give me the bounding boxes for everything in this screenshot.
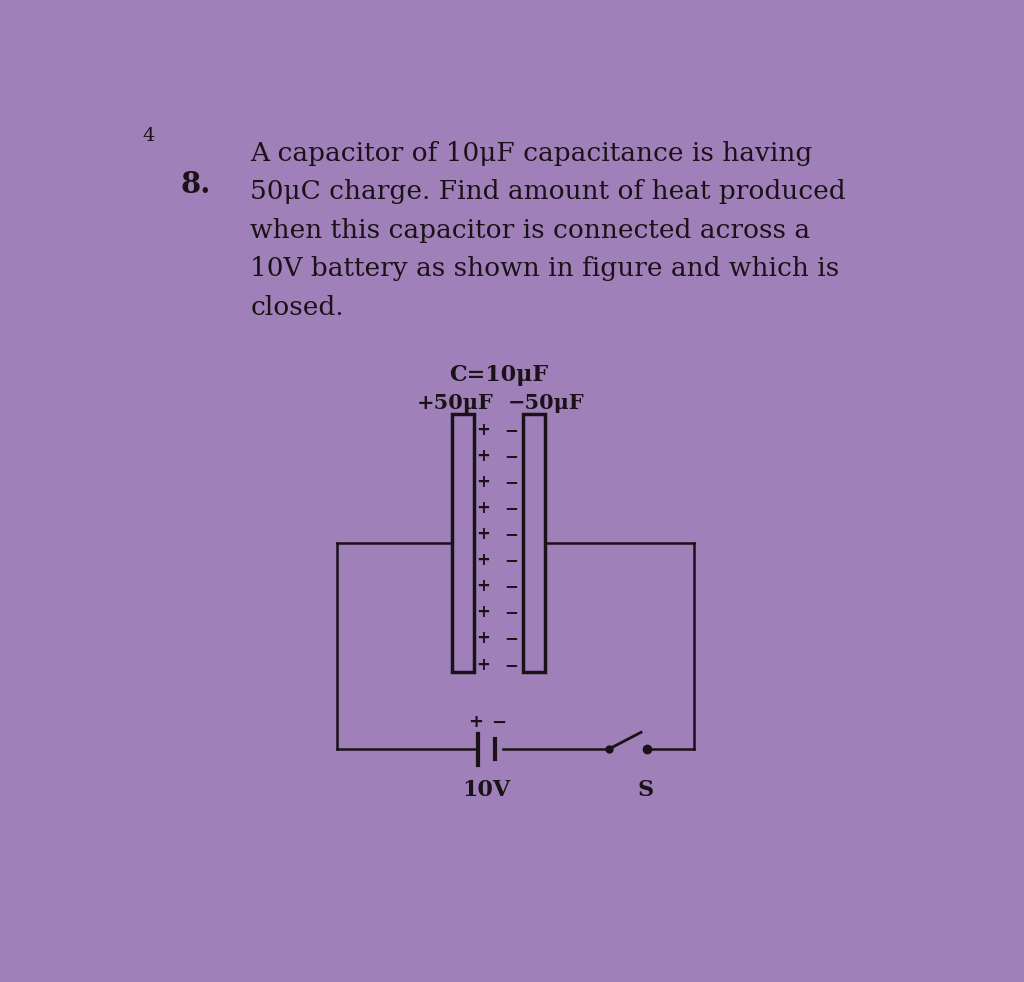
Text: −: −	[505, 656, 518, 674]
Text: −: −	[505, 473, 518, 491]
Text: 8.: 8.	[180, 170, 211, 199]
Bar	[523, 414, 545, 673]
Text: +: +	[477, 447, 490, 464]
Text: +: +	[477, 420, 490, 439]
Text: −50μF: −50μF	[508, 393, 584, 412]
Text: +: +	[477, 473, 490, 491]
Text: C=10μF: C=10μF	[449, 364, 548, 386]
Text: +: +	[477, 551, 490, 570]
Text: −: −	[505, 525, 518, 543]
Text: 10V battery as shown in figure and which is: 10V battery as shown in figure and which…	[251, 256, 840, 282]
Text: A capacitor of 10μF capacitance is having: A capacitor of 10μF capacitance is havin…	[251, 141, 813, 166]
Text: −: −	[505, 629, 518, 647]
Text: when this capacitor is connected across a: when this capacitor is connected across …	[251, 218, 811, 243]
Text: +: +	[477, 525, 490, 543]
Text: +: +	[468, 713, 482, 731]
Text: +: +	[477, 577, 490, 595]
Text: S: S	[638, 779, 653, 800]
Text: −: −	[505, 420, 518, 439]
Text: −: −	[505, 447, 518, 464]
Text: closed.: closed.	[251, 295, 344, 320]
Text: +: +	[477, 629, 490, 647]
Text: 4: 4	[142, 127, 155, 145]
Text: 50μC charge. Find amount of heat produced: 50μC charge. Find amount of heat produce…	[251, 180, 846, 204]
Text: +: +	[477, 499, 490, 517]
Bar	[452, 414, 474, 673]
Text: −: −	[490, 714, 506, 733]
Text: +: +	[477, 603, 490, 622]
Text: 10V: 10V	[462, 779, 510, 800]
Text: +: +	[477, 656, 490, 674]
Text: −: −	[505, 499, 518, 517]
Text: −: −	[505, 603, 518, 622]
Text: −: −	[505, 577, 518, 595]
Text: +50μF: +50μF	[417, 393, 494, 412]
Text: −: −	[505, 551, 518, 570]
